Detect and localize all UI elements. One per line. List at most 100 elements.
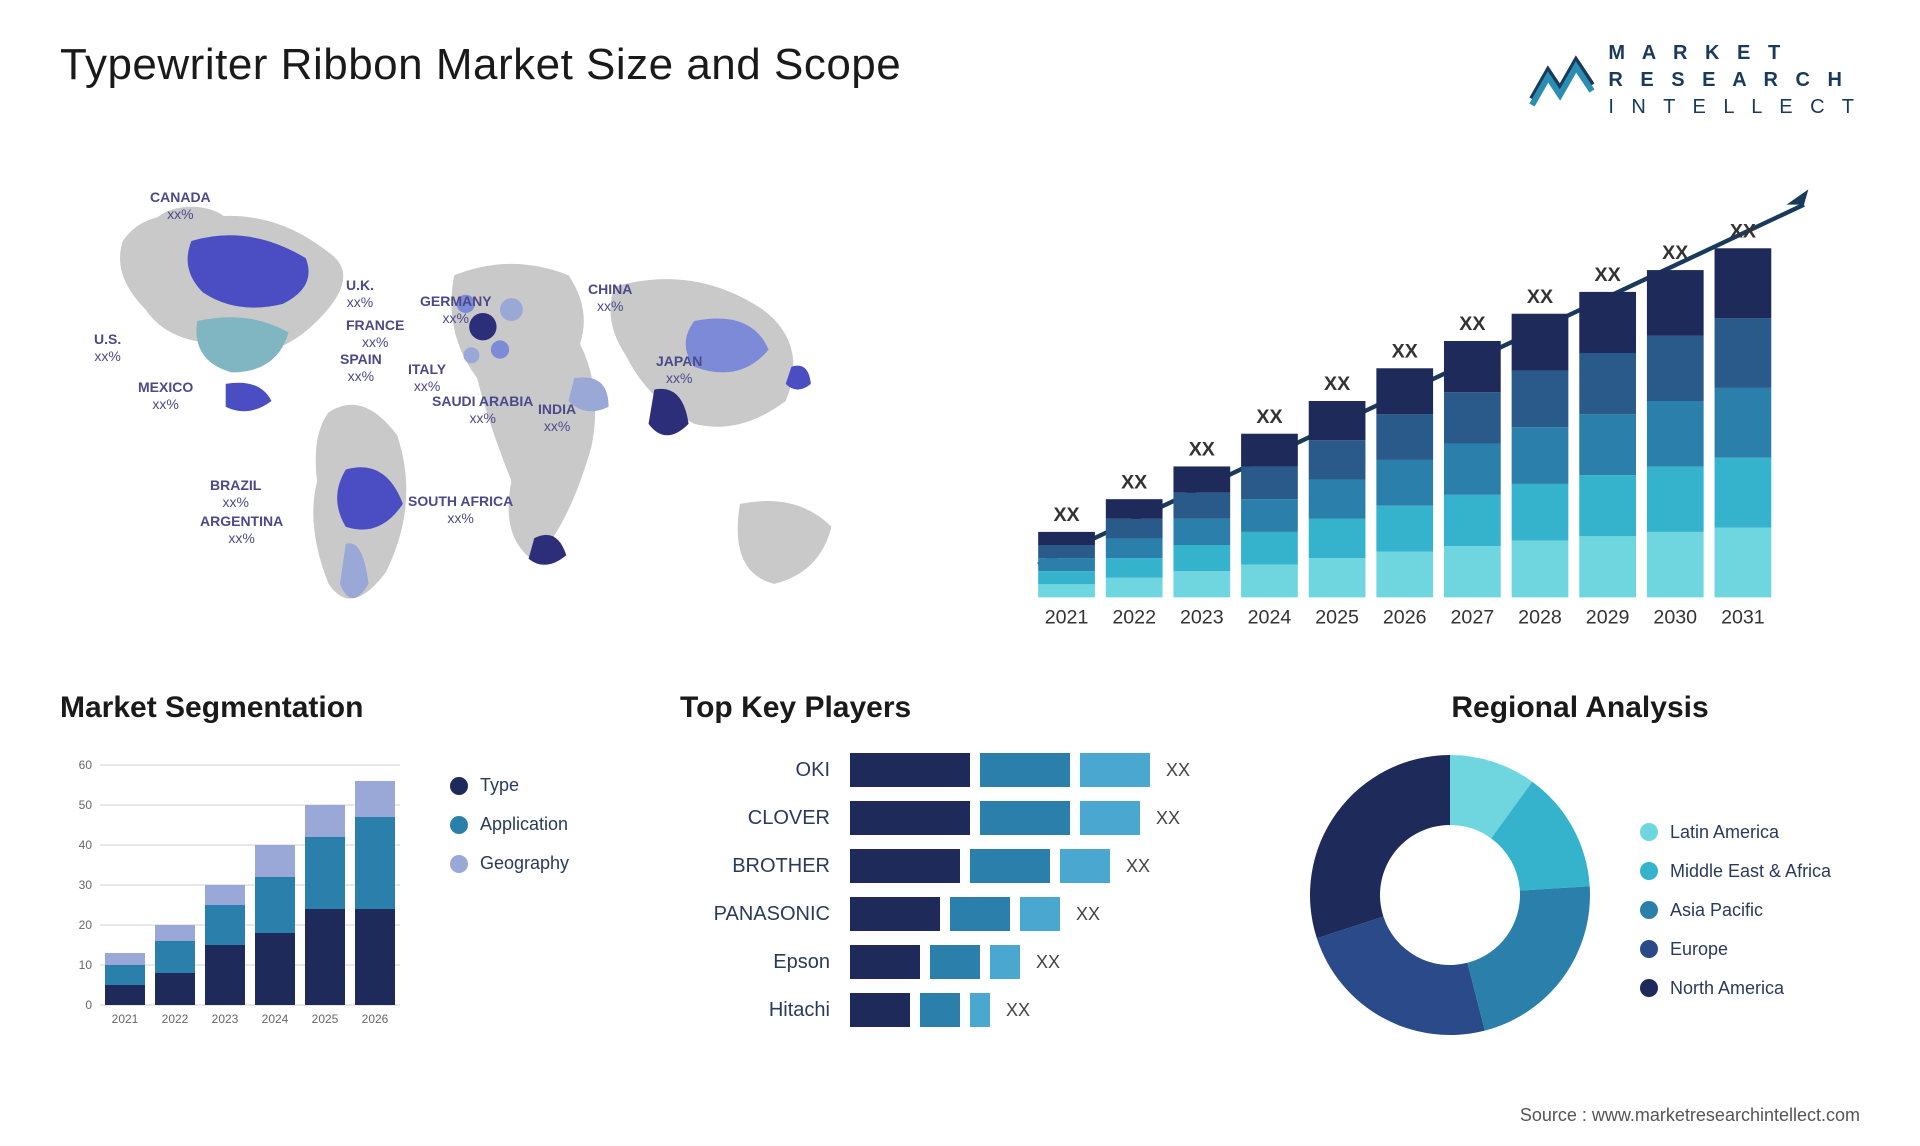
player-bar-value: XX <box>1166 760 1190 781</box>
player-bar-seg <box>970 993 990 1027</box>
player-bar-seg <box>850 753 970 787</box>
seg-bar-seg <box>155 973 195 1005</box>
player-bar-value: XX <box>1006 1000 1030 1021</box>
player-name: Epson <box>680 945 830 979</box>
seg-bar-seg <box>305 909 345 1005</box>
growth-bar-seg <box>1309 558 1366 597</box>
player-bar-seg <box>850 993 910 1027</box>
growth-bar-seg <box>1309 401 1366 440</box>
player-bar-seg <box>990 945 1020 979</box>
player-bar-seg <box>850 849 960 883</box>
growth-bar-seg <box>1647 270 1704 335</box>
player-name: BROTHER <box>680 849 830 883</box>
growth-year-label: 2029 <box>1586 607 1630 629</box>
svg-text:50: 50 <box>79 798 93 812</box>
growth-bar-seg <box>1376 368 1433 414</box>
svg-text:2025: 2025 <box>312 1012 339 1026</box>
growth-bar-label: XX <box>1189 439 1215 461</box>
player-name: PANASONIC <box>680 897 830 931</box>
player-bar-seg <box>850 897 940 931</box>
player-bar-value: XX <box>1126 856 1150 877</box>
players-panel: Top Key Players OKICLOVERBROTHERPANASONI… <box>680 691 1240 1071</box>
player-bar-seg <box>980 801 1070 835</box>
player-bar-seg <box>1080 801 1140 835</box>
player-bar-seg <box>850 801 970 835</box>
seg-legend-item: Application <box>450 814 569 835</box>
growth-bar-label: XX <box>1256 406 1282 428</box>
seg-bar-seg <box>105 965 145 985</box>
growth-bar-seg <box>1106 558 1163 578</box>
growth-chart-panel: XX2021XX2022XX2023XX2024XX2025XX2026XX20… <box>980 161 1860 641</box>
donut-slice <box>1310 755 1450 938</box>
growth-bar-label: XX <box>1527 286 1553 308</box>
seg-bar-seg <box>355 781 395 817</box>
map-label-argentina: ARGENTINAxx% <box>200 513 283 547</box>
seg-bar-seg <box>205 885 245 905</box>
player-bar-row: XX <box>850 993 1240 1027</box>
player-bar-seg <box>970 849 1050 883</box>
svg-text:20: 20 <box>79 918 93 932</box>
svg-text:2024: 2024 <box>262 1012 289 1026</box>
growth-bar-seg <box>1444 495 1501 546</box>
growth-bar-seg <box>1715 318 1772 388</box>
player-bar-seg <box>850 945 920 979</box>
map-label-u-s-: U.S.xx% <box>94 331 121 365</box>
growth-bar-label: XX <box>1730 220 1756 242</box>
growth-bar-seg <box>1241 434 1298 467</box>
growth-bar-seg <box>1512 484 1569 541</box>
growth-bar-seg <box>1038 571 1095 584</box>
svg-text:30: 30 <box>79 878 93 892</box>
growth-bar-seg <box>1512 314 1569 371</box>
growth-bar-seg <box>1444 546 1501 597</box>
growth-bar-seg <box>1579 536 1636 597</box>
logo-line2: R E S E A R C H <box>1608 67 1860 94</box>
growth-bar-seg <box>1512 541 1569 598</box>
regional-legend-item: Asia Pacific <box>1640 900 1831 921</box>
growth-bar-seg <box>1444 444 1501 495</box>
player-bar-row: XX <box>850 897 1240 931</box>
players-labels: OKICLOVERBROTHERPANASONICEpsonHitachi <box>680 745 830 1027</box>
map-label-canada: CANADAxx% <box>150 189 211 223</box>
map-label-china: CHINAxx% <box>588 281 632 315</box>
regional-panel: Regional Analysis Latin AmericaMiddle Ea… <box>1300 691 1860 1071</box>
growth-bar-seg <box>1241 499 1298 532</box>
logo-icon <box>1528 51 1598 111</box>
svg-text:60: 60 <box>79 758 93 772</box>
growth-year-label: 2025 <box>1315 607 1359 629</box>
growth-bar-seg <box>1715 528 1772 598</box>
regional-legend-item: Latin America <box>1640 822 1831 843</box>
map-region-spain <box>463 347 479 363</box>
growth-bar-label: XX <box>1324 373 1350 395</box>
player-bar-value: XX <box>1036 952 1060 973</box>
svg-text:10: 10 <box>79 958 93 972</box>
growth-bar-seg <box>1579 292 1636 353</box>
player-bar-seg <box>1020 897 1060 931</box>
growth-bar-seg <box>1579 353 1636 414</box>
player-bar-seg <box>950 897 1010 931</box>
segmentation-title: Market Segmentation <box>60 691 620 725</box>
players-title: Top Key Players <box>680 691 1240 725</box>
seg-legend-item: Geography <box>450 853 569 874</box>
seg-bar-seg <box>205 905 245 945</box>
player-name: OKI <box>680 753 830 787</box>
growth-bar-label: XX <box>1595 264 1621 286</box>
growth-bar-seg <box>1715 458 1772 528</box>
svg-text:2026: 2026 <box>362 1012 389 1026</box>
growth-bar-seg <box>1512 370 1569 427</box>
growth-year-label: 2030 <box>1653 607 1697 629</box>
svg-text:40: 40 <box>79 838 93 852</box>
growth-bar-seg <box>1309 519 1366 558</box>
player-bar-value: XX <box>1076 904 1100 925</box>
growth-bar-label: XX <box>1392 340 1418 362</box>
seg-bar-seg <box>355 909 395 1005</box>
seg-bar-seg <box>155 941 195 973</box>
growth-bar-seg <box>1376 460 1433 506</box>
growth-year-label: 2021 <box>1045 607 1089 629</box>
segmentation-panel: Market Segmentation 01020304050602021202… <box>60 691 620 1071</box>
growth-bar-seg <box>1241 565 1298 598</box>
growth-bar-seg <box>1241 532 1298 565</box>
growth-bar-seg <box>1512 427 1569 484</box>
growth-bar-seg <box>1173 466 1230 492</box>
regional-title: Regional Analysis <box>1300 691 1860 725</box>
regional-legend-item: North America <box>1640 978 1831 999</box>
